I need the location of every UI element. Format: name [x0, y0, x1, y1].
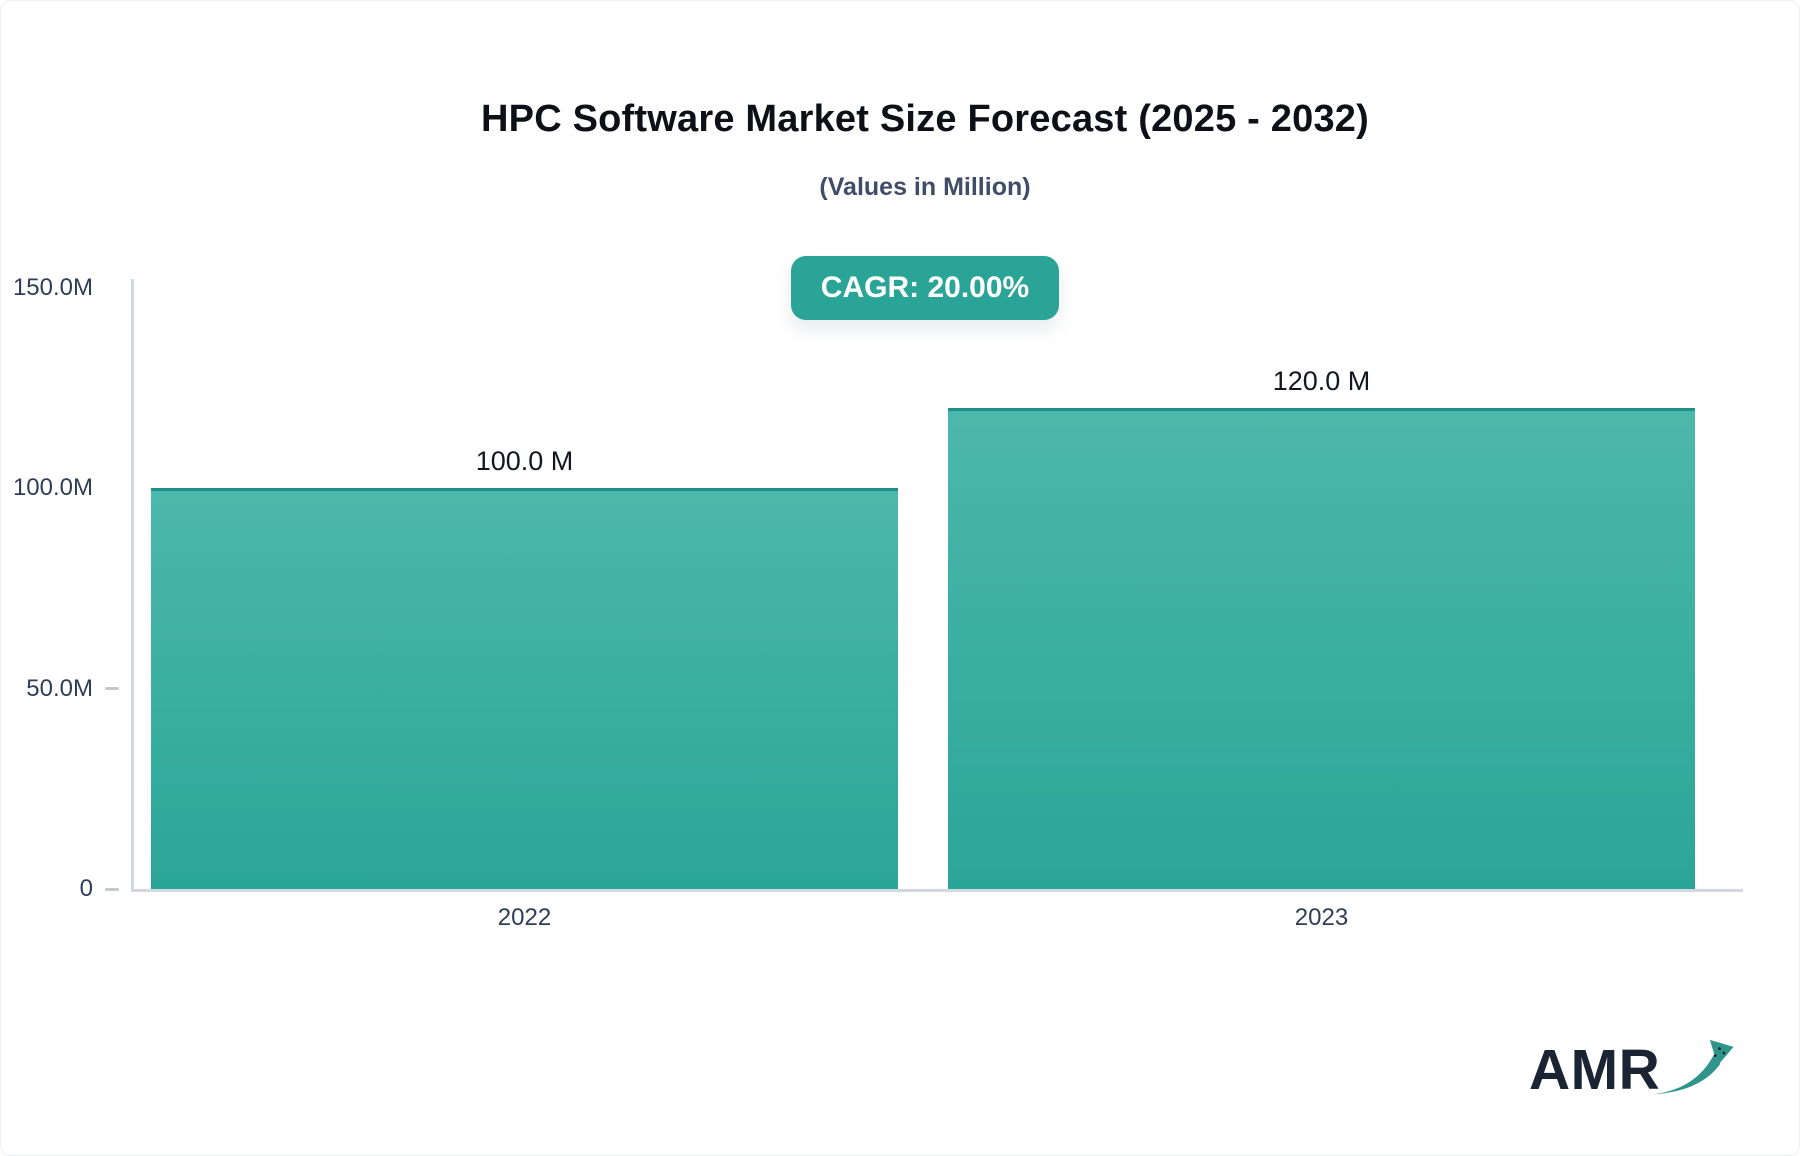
y-tick-label: 0 — [79, 875, 93, 902]
y-tick-label: 150.0M — [12, 274, 93, 301]
y-tick-mark — [105, 687, 119, 691]
y-tick-label: 100.0M — [12, 474, 93, 502]
cagr-badge-wrap: CAGR: 20.00% — [25, 256, 1799, 320]
bar-2022 — [151, 488, 898, 889]
x-axis-line — [131, 889, 1743, 892]
y-tick-mark — [105, 887, 119, 891]
chart-subtitle: (Values in Million) — [819, 173, 1031, 201]
chart-title: HPC Software Market Size Forecast (2025 … — [481, 98, 1369, 140]
amr-logo-text: AMR — [1529, 1037, 1661, 1102]
bar-value-label: 100.0 M — [475, 446, 574, 476]
x-category-label: 2022 — [497, 904, 552, 931]
y-tick-label: 50.0M — [26, 674, 93, 702]
y-axis-line — [131, 279, 134, 892]
bar-value-label: 120.0 M — [1272, 366, 1371, 396]
bar-2023 — [948, 408, 1695, 889]
cagr-badge: CAGR: 20.00% — [790, 256, 1060, 320]
amr-logo-arrow-icon — [1652, 1039, 1734, 1095]
x-category-label: 2023 — [1294, 904, 1349, 931]
amr-logo: AMR — [1529, 1037, 1738, 1103]
